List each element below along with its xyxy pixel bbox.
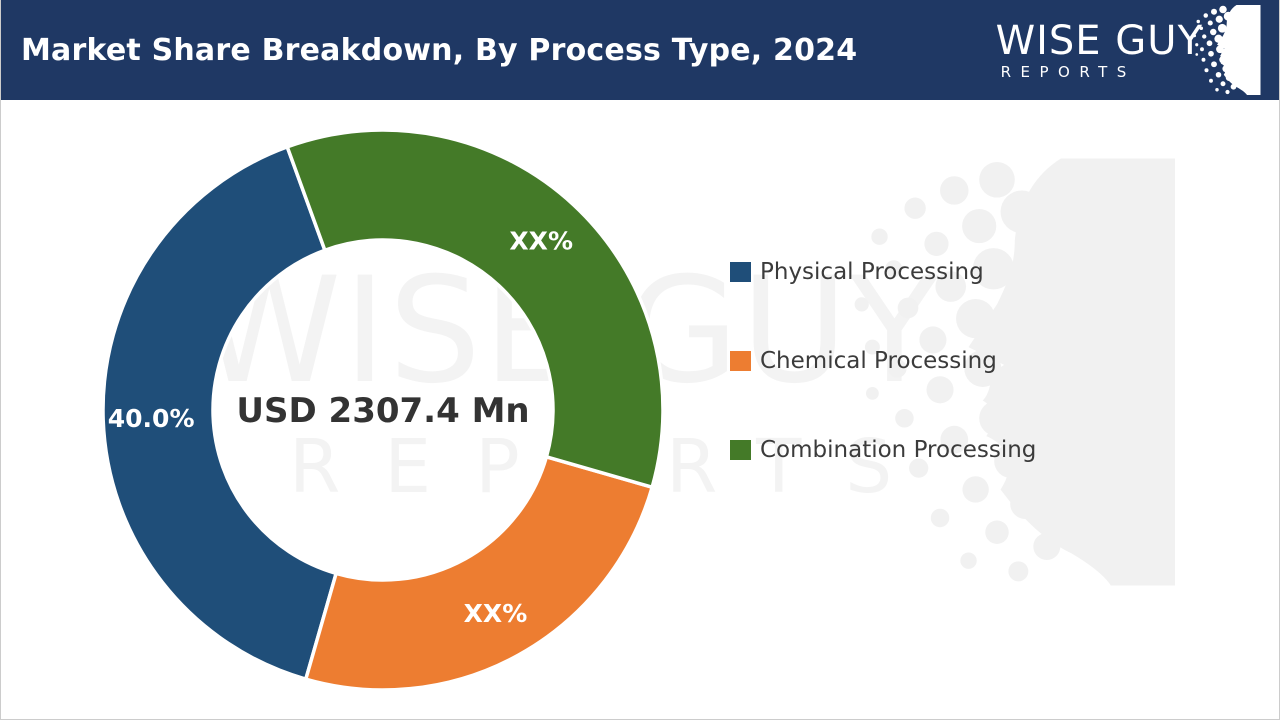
slice-chemical-processing [304, 455, 654, 692]
legend-label-chemical-processing: Chemical Processing [760, 348, 997, 374]
slice-label-chemical-processing: XX% [464, 599, 528, 628]
legend-label-combination-processing: Combination Processing [760, 437, 1037, 463]
slice-label-physical-processing: 40.0% [108, 404, 195, 433]
page-title: Market Share Breakdown, By Process Type,… [21, 32, 858, 68]
donut-slice-labels: 40.0% XX% XX% [108, 226, 573, 628]
legend-item-combination-processing: Combination Processing [730, 435, 1036, 465]
logo-wordmark: WISE GUY [995, 17, 1203, 64]
legend-swatch-chemical-processing [730, 351, 751, 371]
donut-center-value: USD 2307.4 Mn [236, 391, 529, 431]
legend-item-physical-processing: Physical Processing [730, 257, 1036, 287]
logo-subtitle: REPORTS [1000, 62, 1136, 81]
legend-label-physical-processing: Physical Processing [760, 259, 984, 285]
logo-text: WISE GUY REPORTS [996, 20, 1203, 81]
donut-slices [101, 128, 665, 692]
slice-label-combination-processing: XX% [509, 226, 573, 255]
slice-combination-processing [285, 128, 665, 489]
slice-physical-processing [101, 145, 338, 681]
wise-guy-logo: WISE GUY REPORTS [996, 5, 1261, 95]
legend-swatch-combination-processing [730, 440, 751, 460]
chart-legend: Physical Processing Chemical Processing Co… [730, 257, 1036, 524]
logo-head-icon [1185, 5, 1261, 95]
legend-item-chemical-processing: Chemical Processing [730, 346, 1036, 376]
header-bar: Market Share Breakdown, By Process Type,… [1, 0, 1279, 100]
legend-swatch-physical-processing [730, 262, 751, 282]
